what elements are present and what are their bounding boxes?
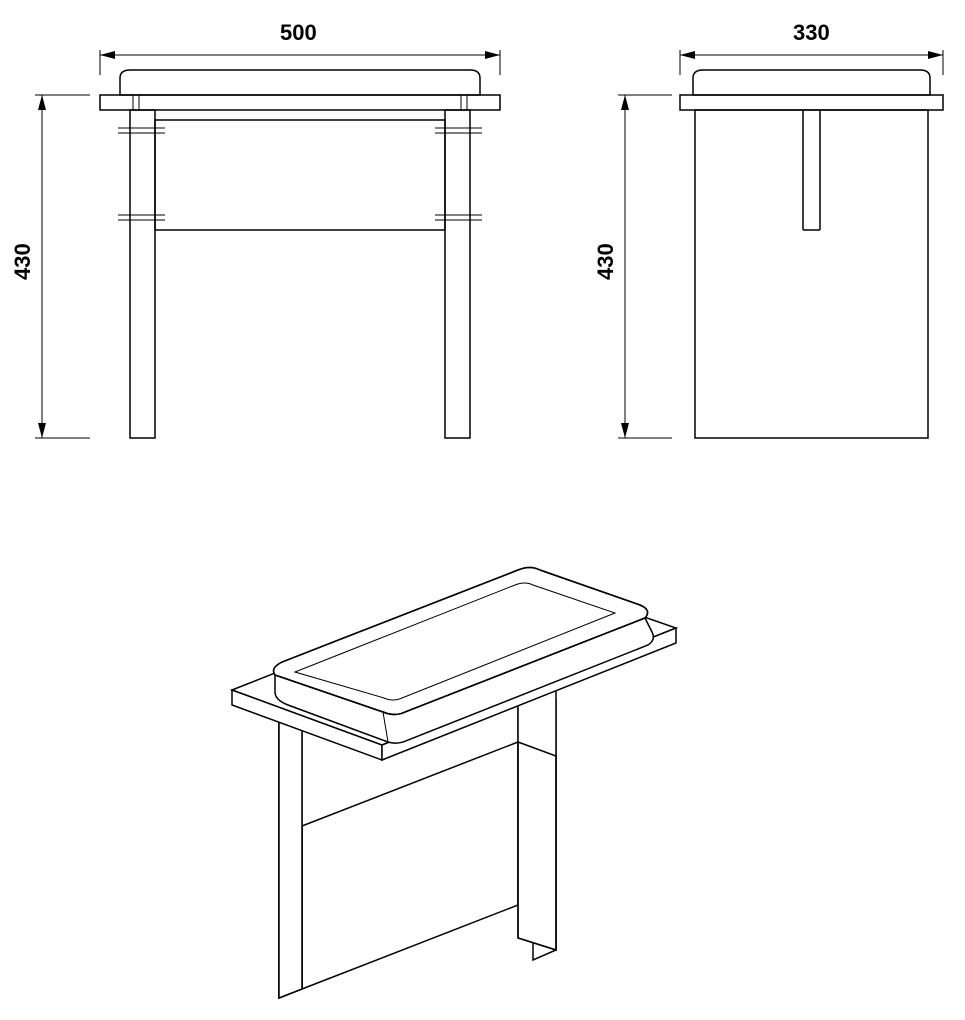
- dim-width-front: 500: [100, 20, 500, 75]
- dim-width-front-label: 500: [280, 20, 317, 45]
- drawing-svg: 500 430: [0, 0, 965, 1020]
- front-view: 500 430: [10, 20, 500, 438]
- front-stool: [100, 70, 500, 438]
- dim-height-side-label: 430: [593, 243, 618, 280]
- dim-height-front-label: 430: [10, 243, 35, 280]
- side-stool: [680, 70, 943, 438]
- dim-height-front: 430: [10, 95, 90, 438]
- perspective-view: [232, 568, 676, 999]
- dim-height-side: 430: [593, 95, 672, 438]
- side-view: 330 430: [593, 20, 943, 438]
- technical-drawing-canvas: 500 430: [0, 0, 965, 1020]
- dim-depth-side-label: 330: [793, 20, 830, 45]
- dim-depth-side: 330: [680, 20, 943, 75]
